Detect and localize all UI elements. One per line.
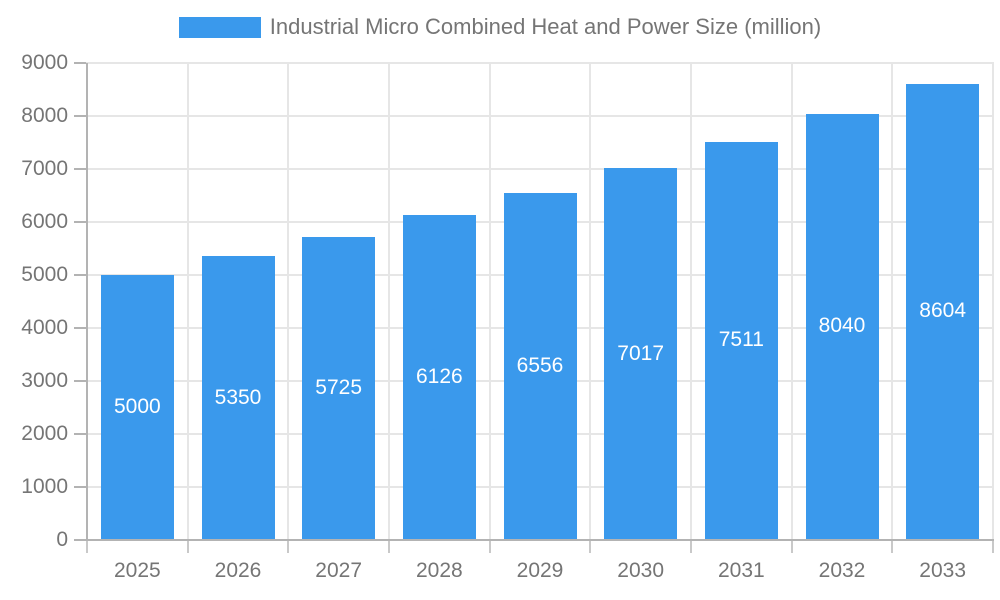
legend-label: Industrial Micro Combined Heat and Power… — [269, 14, 822, 39]
y-axis-tick — [74, 274, 86, 276]
bar[interactable]: 7511 — [704, 141, 778, 539]
legend-swatch[interactable] — [178, 16, 261, 38]
y-axis-line — [86, 63, 88, 540]
y-gridline — [86, 168, 994, 170]
x-tick-label: 2025 — [113, 559, 161, 582]
y-tick-label: 8000 — [21, 104, 68, 127]
y-axis-tick — [74, 221, 86, 223]
y-gridline — [86, 62, 994, 64]
y-axis-tick — [74, 62, 86, 64]
y-axis-tick — [74, 486, 86, 488]
x-tick-label: 2030 — [617, 559, 665, 582]
x-axis-tick — [86, 541, 88, 553]
y-tick-label: 7000 — [21, 157, 68, 180]
x-gridline — [589, 63, 592, 540]
legend-item[interactable]: Industrial Micro Combined Heat and Power… — [0, 14, 1000, 40]
bar[interactable]: 6556 — [503, 192, 577, 539]
x-gridline — [186, 63, 189, 540]
bar-value-label: 5000 — [113, 395, 161, 418]
x-tick-label: 2029 — [516, 559, 564, 582]
bar-value-label: 6556 — [516, 353, 564, 377]
y-tick-label: 9000 — [21, 51, 68, 74]
y-axis-tick — [74, 539, 86, 541]
y-tick-label: 0 — [56, 528, 68, 551]
bar-value-label: 5350 — [214, 385, 262, 409]
bar[interactable]: 6126 — [402, 215, 476, 539]
bar[interactable]: 5000 — [100, 275, 174, 539]
x-gridline — [992, 63, 994, 540]
y-tick-label: 2000 — [21, 422, 68, 445]
x-axis-tick — [488, 541, 491, 553]
x-axis-tick — [388, 541, 390, 553]
x-gridline — [690, 63, 692, 540]
y-axis-tick — [74, 115, 86, 117]
y-tick-label: 4000 — [21, 316, 68, 339]
x-axis-tick — [287, 541, 290, 553]
x-axis-tick — [992, 541, 994, 553]
x-axis-line — [86, 539, 994, 541]
y-tick-label: 6000 — [21, 210, 68, 233]
x-gridline — [790, 63, 793, 540]
bar-value-label: 7511 — [718, 328, 764, 352]
bar[interactable]: 8604 — [906, 83, 980, 539]
bar-value-label: 8604 — [919, 299, 967, 323]
x-gridline — [488, 63, 491, 540]
x-tick-label: 2032 — [818, 559, 866, 582]
x-axis-tick — [186, 541, 189, 553]
bar[interactable]: 8040 — [805, 113, 879, 539]
y-axis-tick — [74, 168, 86, 170]
x-tick-label: 2026 — [214, 559, 262, 582]
y-axis-tick — [74, 433, 86, 435]
x-axis-tick — [891, 541, 894, 553]
x-tick-label: 2027 — [315, 559, 363, 582]
bar-value-label: 8040 — [818, 314, 866, 338]
y-axis-tick — [74, 380, 86, 382]
x-tick-label: 2031 — [717, 559, 765, 582]
x-tick-label: 2028 — [415, 559, 463, 582]
x-axis-tick — [690, 541, 692, 553]
y-gridline — [86, 115, 994, 117]
x-axis-tick — [790, 541, 793, 553]
bar-value-label: 7017 — [617, 341, 665, 365]
x-gridline — [388, 63, 390, 540]
y-tick-label: 1000 — [21, 475, 68, 498]
y-tick-label: 3000 — [21, 369, 68, 392]
y-tick-label: 5000 — [21, 263, 68, 286]
bar[interactable]: 5725 — [302, 236, 376, 539]
bar[interactable]: 5350 — [201, 256, 275, 539]
y-axis-tick — [74, 327, 86, 329]
x-axis-tick — [589, 541, 592, 553]
x-gridline — [891, 63, 894, 540]
x-tick-label: 2033 — [919, 559, 967, 582]
bar-value-label: 6126 — [415, 365, 463, 389]
bar-value-label: 5725 — [315, 375, 363, 399]
bar[interactable]: 7017 — [604, 168, 678, 539]
x-gridline — [287, 63, 290, 540]
